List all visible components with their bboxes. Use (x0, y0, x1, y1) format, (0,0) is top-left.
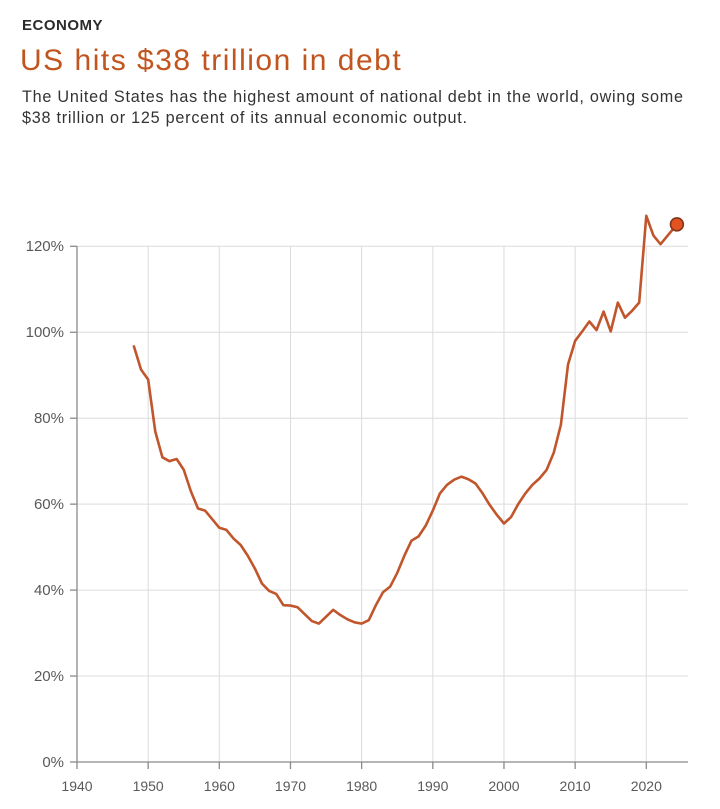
svg-text:1970: 1970 (275, 778, 306, 794)
svg-text:100%: 100% (26, 324, 64, 341)
svg-text:0%: 0% (42, 754, 64, 771)
svg-text:2020: 2020 (631, 778, 662, 794)
svg-text:60%: 60% (34, 496, 64, 513)
svg-text:40%: 40% (34, 582, 64, 599)
svg-text:2010: 2010 (560, 778, 591, 794)
svg-text:120%: 120% (26, 238, 64, 255)
svg-text:1940: 1940 (61, 778, 92, 794)
svg-text:1960: 1960 (204, 778, 235, 794)
svg-text:2000: 2000 (488, 778, 519, 794)
svg-text:80%: 80% (34, 410, 64, 427)
svg-text:1950: 1950 (133, 778, 164, 794)
svg-text:1980: 1980 (346, 778, 377, 794)
svg-text:1990: 1990 (417, 778, 448, 794)
svg-text:20%: 20% (34, 668, 64, 685)
